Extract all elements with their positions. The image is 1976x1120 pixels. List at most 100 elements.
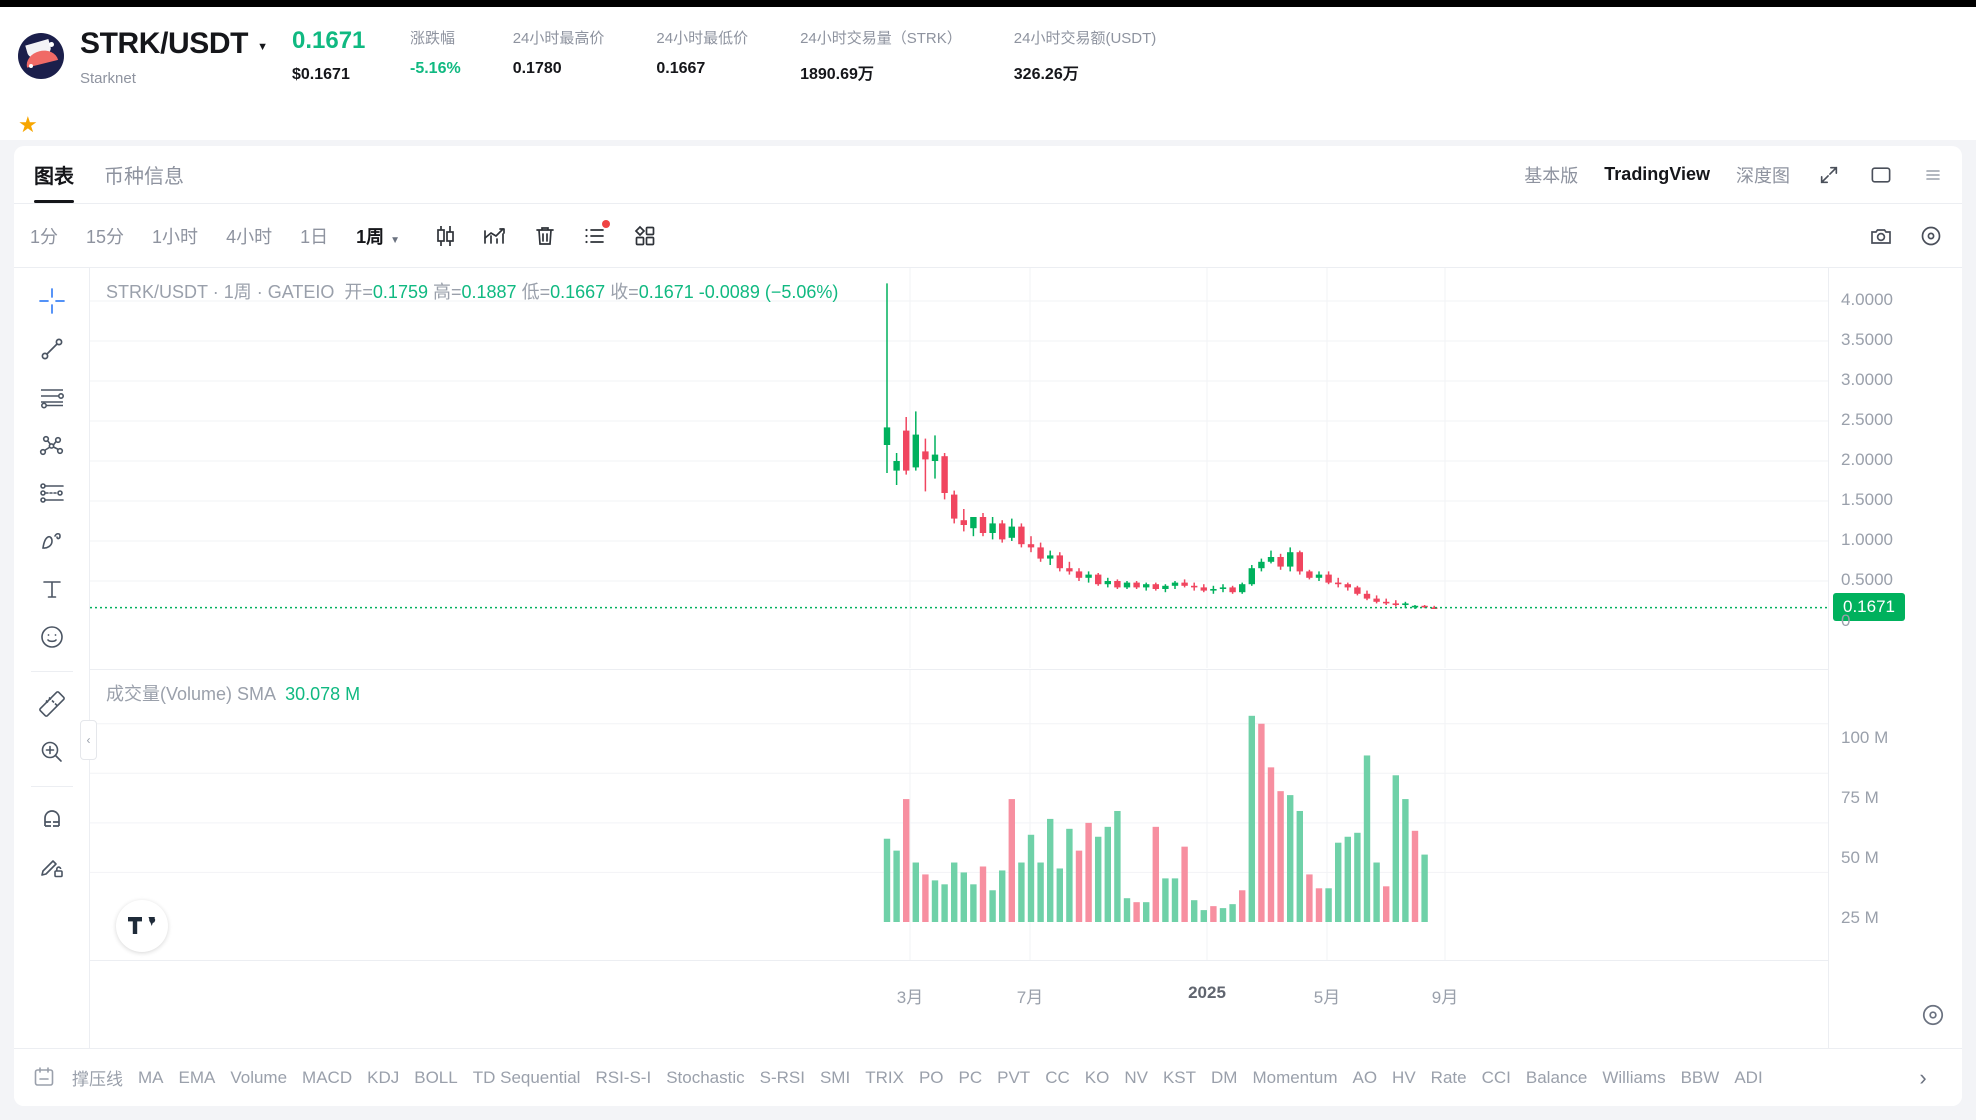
last-price-usd: $0.1671	[292, 66, 350, 83]
indicator-macd[interactable]: MACD	[302, 1067, 353, 1087]
indicator-cc[interactable]: CC	[1045, 1067, 1070, 1087]
view-tradingview[interactable]: TradingView	[1604, 164, 1710, 184]
expand-icon[interactable]	[1816, 162, 1842, 188]
pair-symbol[interactable]: STRK/USDT	[80, 27, 249, 60]
volume-tick: 25 M	[1841, 908, 1879, 927]
indicator-strip[interactable]: 撑压线 MA EMA Volume MACD KDJ BOLL TD Sequential RS…	[14, 1048, 1962, 1106]
measure-tool[interactable]	[29, 681, 75, 727]
indicator-po[interactable]: PO	[918, 1067, 944, 1087]
price-axis[interactable]: 4.0000 3.5000 3.0000 2.5000 2.0000 1.500…	[1828, 268, 1962, 1048]
chart-toolbar: 1分 15分 1小时 4小时 1日 1周 ▼	[14, 204, 1962, 268]
indicator-adi[interactable]: ADI	[1734, 1067, 1763, 1087]
object-list-icon[interactable]	[578, 219, 612, 253]
chevron-down-icon[interactable]: ▼	[257, 40, 268, 53]
emoji-tool[interactable]	[29, 614, 75, 660]
indicator-ao[interactable]: AO	[1352, 1067, 1378, 1087]
indicator-williams[interactable]: Williams	[1602, 1067, 1666, 1087]
indicator-rate[interactable]: Rate	[1430, 1067, 1467, 1087]
view-depth[interactable]: 深度图	[1736, 165, 1790, 186]
indicator--[interactable]: 撑压线	[72, 1070, 123, 1089]
indicator-balance[interactable]: Balance	[1525, 1067, 1588, 1087]
tool-divider	[30, 671, 73, 672]
brush-tool[interactable]	[29, 518, 75, 564]
price-tick: 1.0000	[1841, 530, 1893, 549]
chart-card: 图表 币种信息 基本版 TradingView 深度图	[14, 146, 1962, 1106]
settings-icon[interactable]	[1918, 223, 1944, 249]
timeframe-1m[interactable]: 1分	[30, 226, 59, 247]
indicator-pvt[interactable]: PVT	[997, 1067, 1031, 1087]
chevron-right-icon[interactable]: ›	[1900, 1049, 1946, 1106]
stat-value: 0.1667	[656, 60, 706, 77]
magnet-tool[interactable]	[29, 796, 75, 842]
indicator-ko[interactable]: KO	[1084, 1067, 1110, 1087]
indicator-boll[interactable]: BOLL	[414, 1067, 458, 1087]
calendar-icon[interactable]	[32, 1065, 58, 1091]
timeframe-1w[interactable]: 1周 ▼	[356, 223, 400, 249]
indicator-volume[interactable]: Volume	[230, 1067, 288, 1087]
crosshair-tool[interactable]	[29, 278, 75, 324]
fib-retracement-tool[interactable]	[29, 470, 75, 516]
tab-coin-info[interactable]: 币种信息	[104, 166, 184, 188]
legend-exchange: GATEIO	[267, 282, 335, 302]
horizontal-lines-tool[interactable]	[29, 374, 75, 420]
timeframe-15m[interactable]: 15分	[86, 226, 125, 247]
chevron-down-icon: ▼	[390, 234, 401, 246]
timeframe-1d[interactable]: 1日	[300, 226, 329, 247]
chart-body: ‹ STRK/USDT · 1周 · GATEIO 开=0.1759 高=0.1…	[14, 268, 1962, 1048]
indicator-td-sequential[interactable]: TD Sequential	[472, 1067, 581, 1087]
camera-icon[interactable]	[1868, 223, 1894, 249]
current-price-badge: 0.1671	[1833, 593, 1905, 621]
candlestick-svg	[90, 268, 1828, 668]
zoom-in-tool[interactable]	[29, 729, 75, 775]
layout-templates-icon[interactable]	[628, 219, 662, 253]
indicator-s-rsi[interactable]: S-RSI	[759, 1067, 805, 1087]
plot-area[interactable]: ‹ STRK/USDT · 1周 · GATEIO 开=0.1759 高=0.1…	[80, 268, 1962, 1048]
indicator-kdj[interactable]: KDJ	[367, 1067, 400, 1087]
pitchfork-tool[interactable]	[29, 422, 75, 468]
indicator-cci[interactable]: CCI	[1481, 1067, 1511, 1087]
lock-drawings-tool[interactable]	[29, 844, 75, 890]
timeframe-1w-label: 1周	[356, 226, 385, 247]
collapse-sidebar-handle[interactable]: ‹	[80, 720, 97, 760]
indicator-nv[interactable]: NV	[1124, 1067, 1148, 1087]
time-tick: 9月	[1431, 988, 1459, 1007]
time-axis[interactable]: 3月 7月 2025 5月 9月	[90, 960, 1962, 1048]
indicator-smi[interactable]: SMI	[819, 1067, 851, 1087]
price-tick: 3.5000	[1841, 330, 1893, 349]
chart-legend: STRK/USDT · 1周 · GATEIO 开=0.1759 高=0.188…	[106, 282, 839, 302]
indicator-dm[interactable]: DM	[1211, 1067, 1238, 1087]
favorite-row: ★	[18, 114, 38, 137]
indicator-kst[interactable]: KST	[1162, 1067, 1196, 1087]
indicator-hv[interactable]: HV	[1392, 1067, 1416, 1087]
market-header: STRK/USDT ▼ Starknet 0.1671 $0.1671 涨跌幅 …	[0, 7, 1976, 140]
timeframe-1h[interactable]: 1小时	[152, 226, 199, 247]
text-tool[interactable]	[29, 566, 75, 612]
last-price: 0.1671	[292, 27, 366, 54]
indicator-momentum[interactable]: Momentum	[1252, 1067, 1338, 1087]
view-basic[interactable]: 基本版	[1524, 165, 1579, 186]
indicator-trix[interactable]: TRIX	[865, 1067, 904, 1087]
tab-chart[interactable]: 图表	[34, 146, 74, 203]
indicator-ema[interactable]: EMA	[178, 1067, 216, 1087]
indicator-pc[interactable]: PC	[958, 1067, 983, 1087]
trend-line-tool[interactable]	[29, 326, 75, 372]
trash-icon[interactable]	[528, 219, 562, 253]
star-icon[interactable]: ★	[18, 112, 38, 137]
indicators-icon[interactable]	[478, 219, 512, 253]
candlestick-type-icon[interactable]	[428, 219, 462, 253]
price-tick: 3.0000	[1841, 370, 1893, 389]
indicator-stochastic[interactable]: Stochastic	[666, 1067, 745, 1087]
indicator-rsi-s-i[interactable]: RSI-S-I	[595, 1067, 652, 1087]
indicator-ma[interactable]: MA	[138, 1067, 164, 1087]
indicator-bbw[interactable]: BBW	[1680, 1067, 1720, 1087]
legend-high: 0.1887	[461, 282, 517, 302]
price-pane[interactable]: STRK/USDT · 1周 · GATEIO 开=0.1759 高=0.188…	[90, 268, 1962, 668]
tradingview-logo[interactable]	[116, 900, 168, 952]
axis-settings-icon[interactable]	[1920, 1002, 1946, 1028]
legend-open-label: 开=	[344, 282, 373, 302]
volume-pane[interactable]: 成交量(Volume) SMA 30.078 M	[90, 669, 1962, 960]
window-icon[interactable]	[1868, 162, 1894, 188]
menu-icon[interactable]	[1920, 162, 1946, 188]
starknet-logo	[18, 33, 64, 79]
timeframe-4h[interactable]: 4小时	[226, 226, 273, 247]
